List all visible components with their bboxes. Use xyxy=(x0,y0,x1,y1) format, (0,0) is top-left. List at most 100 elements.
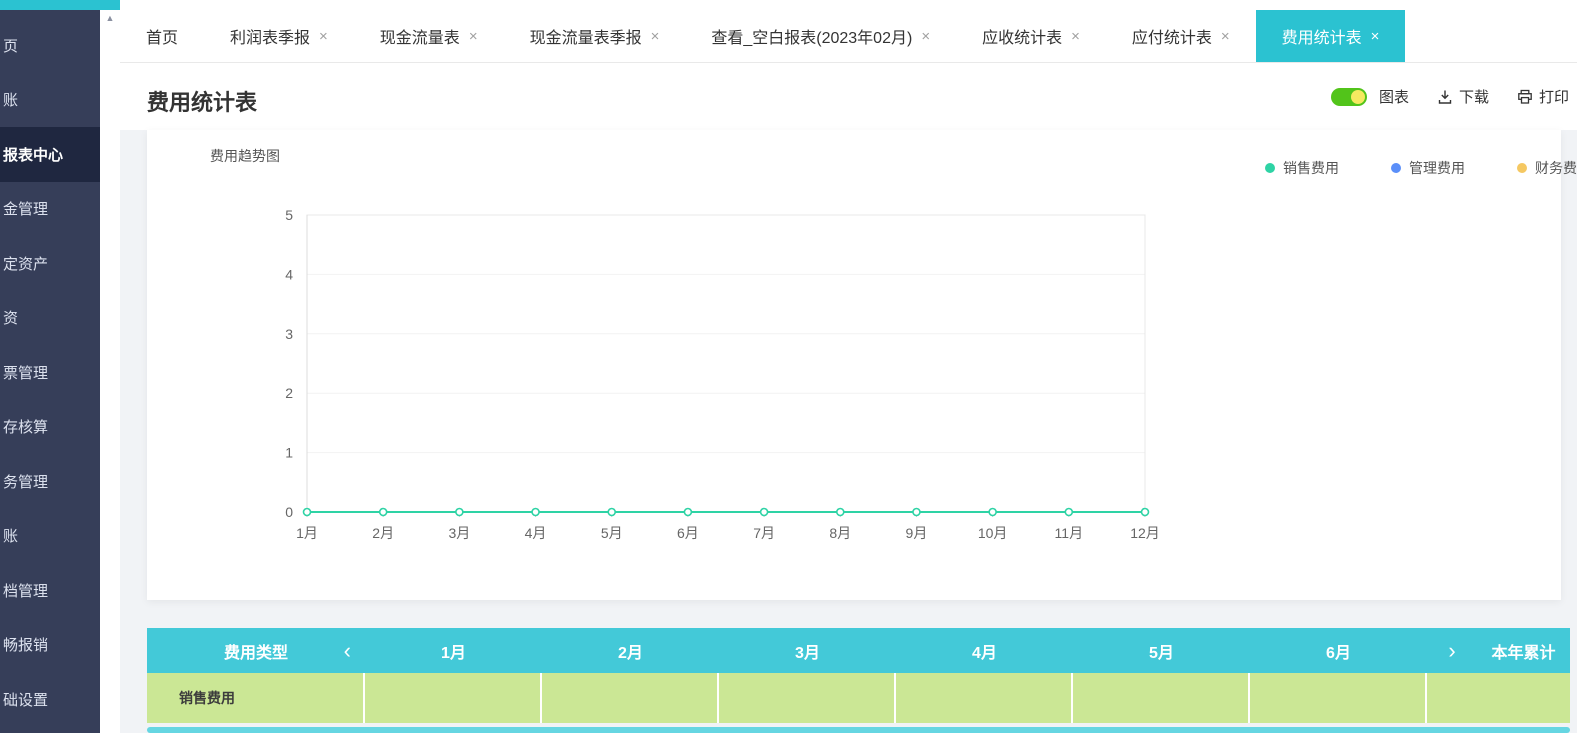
tab-label: 首页 xyxy=(146,30,179,47)
sidebar-item-label: 账 xyxy=(3,528,19,546)
tab-close-icon[interactable]: × xyxy=(319,27,328,45)
sidebar-item-label: 账 xyxy=(3,92,19,110)
page-title: 费用统计表 xyxy=(147,90,258,115)
legend-item[interactable]: 管理费用 xyxy=(1391,158,1465,178)
svg-text:10月: 10月 xyxy=(978,525,1008,541)
svg-text:12月: 12月 xyxy=(1130,525,1160,541)
tab-label: 现金流量表 xyxy=(379,30,460,47)
table-cell xyxy=(1427,673,1570,723)
download-icon xyxy=(1437,89,1453,105)
table-header-cell-type: 费用类型 ‹ xyxy=(147,628,365,673)
table-cell xyxy=(1073,673,1250,723)
tab-close-icon[interactable]: × xyxy=(1220,27,1230,45)
legend-label: 销售费用 xyxy=(1283,160,1339,176)
tab-label: 应付统计表 xyxy=(1131,30,1212,47)
print-label: 打印 xyxy=(1538,89,1569,106)
tab[interactable]: 现金流量表 × xyxy=(354,10,504,62)
table-cell xyxy=(365,673,542,723)
main-area: 首页 利润表季报 × 现金流量表 × 现金流量表季报 × 查看_空白报表(2023年02月) ×… xyxy=(120,0,1577,733)
table-header-label: 1月 xyxy=(441,644,466,662)
svg-text:8月: 8月 xyxy=(829,525,851,541)
trend-chart: 0 1 2 3 4 5 1月 2月 3月 4月 5月 6月 7月 8月 9月 10月 11月 12月 xyxy=(247,205,1247,545)
tab-close-icon[interactable]: × xyxy=(1370,27,1380,45)
sidebar-item[interactable]: 档管理 xyxy=(0,563,100,618)
tab[interactable]: 利润表季报 × xyxy=(204,10,354,62)
table-header-label: 2月 xyxy=(618,644,643,662)
tab[interactable]: 首页 xyxy=(120,10,204,62)
chart-title: 费用趋势图 xyxy=(210,148,280,164)
svg-text:9月: 9月 xyxy=(906,525,928,541)
table-header-label: 3月 xyxy=(795,644,820,662)
sidebar: 页账报表中心 金管理 定资产资票管理 存核算 务管理账档管理 畅报销 础设置 xyxy=(0,10,100,733)
legend-dot xyxy=(1391,163,1401,173)
table-header-cell: 3月 xyxy=(719,628,896,673)
tab[interactable]: 现金流量表季报 × xyxy=(504,10,686,62)
tab-close-icon[interactable]: × xyxy=(468,27,478,45)
legend-dot xyxy=(1517,163,1527,173)
table-cell xyxy=(719,673,896,723)
tab[interactable]: 应收统计表 × xyxy=(956,10,1106,62)
legend-item[interactable]: 财务费用 xyxy=(1517,158,1577,178)
month-nav-right-icon[interactable]: › xyxy=(1448,637,1456,663)
sidebar-item-label: 定资产 xyxy=(3,255,49,273)
table-hscrollbar[interactable] xyxy=(147,727,1570,733)
table-header-label: 6月 xyxy=(1326,644,1351,662)
chart-view-toggle[interactable] xyxy=(1330,87,1367,106)
tab[interactable]: 应付统计表 × xyxy=(1106,10,1256,62)
toggle-knob-icon xyxy=(1350,89,1365,104)
toggle-label: 图表 xyxy=(1378,89,1409,106)
svg-text:1: 1 xyxy=(285,445,293,461)
svg-text:3月: 3月 xyxy=(448,525,470,541)
svg-text:5: 5 xyxy=(285,207,293,223)
sidebar-item[interactable]: 础设置 xyxy=(0,672,100,727)
tab-close-icon[interactable]: × xyxy=(650,27,660,45)
sidebar-item-label: 票管理 xyxy=(3,364,49,382)
sidebar-item[interactable]: 畅报销 xyxy=(0,618,100,673)
table-header-label: 本年累计 xyxy=(1491,644,1556,662)
tab[interactable]: 查看_空白报表(2023年02月) × xyxy=(685,10,956,62)
table-cell xyxy=(542,673,719,723)
sidebar-item[interactable]: 资 xyxy=(0,291,100,346)
table-header-label: 费用类型 xyxy=(223,644,288,662)
sidebar-item[interactable]: 账 xyxy=(0,73,100,128)
sidebar-item-label: 金管理 xyxy=(3,201,49,219)
legend-item[interactable]: 销售费用 xyxy=(1265,158,1339,178)
sidebar-item-label: 务管理 xyxy=(3,473,49,491)
tab-bar: 首页 利润表季报 × 现金流量表 × 现金流量表季报 × 查看_空白报表(2023年02月) ×… xyxy=(120,10,1577,63)
month-nav-left-icon[interactable]: ‹ xyxy=(343,637,351,663)
download-button[interactable]: 下载 xyxy=(1437,86,1489,107)
sidebar-item[interactable]: 存核算 xyxy=(0,400,100,455)
header-controls: 图表 下载 打印 xyxy=(1330,63,1569,130)
table-header-cell: 本年累计 xyxy=(1477,628,1570,673)
svg-text:2: 2 xyxy=(285,385,293,401)
sidebar-item[interactable]: 金管理 xyxy=(0,182,100,237)
expense-table: 费用类型 ‹ 1月 2月 3月 4月 5月 6月 › 本年累计 销售费用 xyxy=(147,628,1570,733)
svg-text:2月: 2月 xyxy=(372,525,394,541)
tab-active[interactable]: 费用统计表 × xyxy=(1255,10,1406,62)
legend-label: 管理费用 xyxy=(1409,160,1465,176)
sidebar-item-label: 础设置 xyxy=(3,691,49,709)
sidebar-item[interactable]: 票管理 xyxy=(0,345,100,400)
sidebar-item-active[interactable]: 报表中心 xyxy=(0,127,100,182)
chart-card: 费用趋势图 销售费用 管理费用 财务费用 0 1 2 3 4 5 1月 2月 3月 4月 5月 6月 7月 8… xyxy=(147,130,1577,600)
sidebar-item-label: 页 xyxy=(3,37,19,55)
tab-label: 应收统计表 xyxy=(982,30,1063,47)
print-button[interactable]: 打印 xyxy=(1517,86,1569,107)
sidebar-item[interactable]: 账 xyxy=(0,509,100,564)
table-cell-type: 销售费用 xyxy=(147,673,365,723)
table-row: 销售费用 xyxy=(147,673,1570,723)
table-header-label: 5月 xyxy=(1149,644,1174,662)
tab-close-icon[interactable]: × xyxy=(1071,27,1080,45)
scroll-up-icon[interactable]: ▲ xyxy=(105,13,115,23)
page-header: 费用统计表 图表 下载 打印 xyxy=(120,63,1577,130)
table-header-row: 费用类型 ‹ 1月 2月 3月 4月 5月 6月 › 本年累计 xyxy=(147,628,1570,673)
table-header-cell: 5月 xyxy=(1073,628,1250,673)
sidebar-item[interactable]: 务管理 xyxy=(0,454,100,509)
sidebar-item[interactable]: 页 xyxy=(0,18,100,73)
tab-close-icon[interactable]: × xyxy=(921,27,931,45)
printer-icon xyxy=(1517,89,1533,105)
svg-text:11月: 11月 xyxy=(1055,525,1084,541)
sidebar-item[interactable]: 定资产 xyxy=(0,236,100,291)
svg-text:1月: 1月 xyxy=(296,525,318,541)
sidebar-scrollbar[interactable]: ▲ xyxy=(100,10,120,733)
